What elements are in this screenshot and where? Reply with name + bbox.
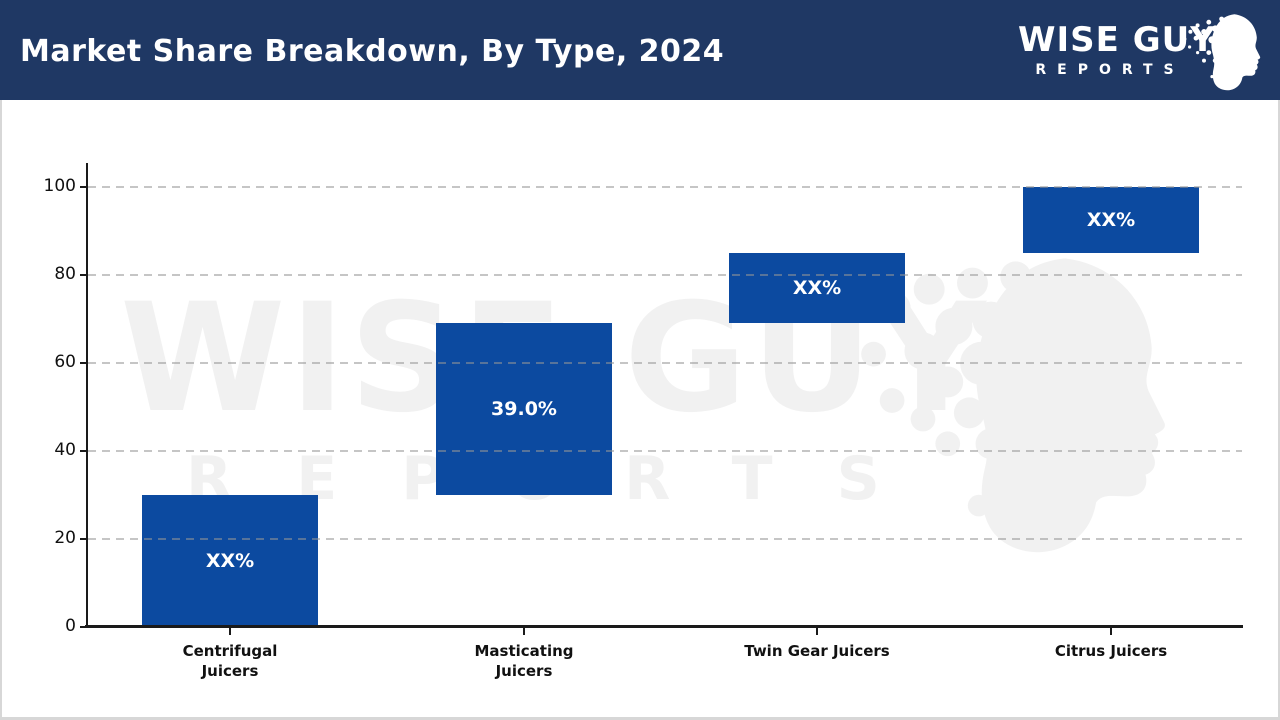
bar-2: 39.0% xyxy=(436,323,612,495)
bar-value-label: XX% xyxy=(205,550,255,572)
bar-3: XX% xyxy=(729,253,905,324)
gridline-y-40 xyxy=(88,450,1242,452)
x-tick-mark xyxy=(229,628,231,635)
y-tick-label: 0 xyxy=(65,616,76,636)
header-band: Market Share Breakdown, By Type, 2024 WI… xyxy=(0,0,1280,100)
y-tick-mark xyxy=(80,274,88,276)
y-tick-label: 80 xyxy=(54,264,76,284)
y-tick-mark xyxy=(80,186,88,188)
y-tick-label: 20 xyxy=(54,528,76,548)
x-tick-mark xyxy=(523,628,525,635)
page-title: Market Share Breakdown, By Type, 2024 xyxy=(20,34,725,69)
x-tick-mark xyxy=(816,628,818,635)
y-tick-mark xyxy=(80,362,88,364)
y-tick-label: 60 xyxy=(54,352,76,372)
gridline-y-60 xyxy=(88,362,1242,364)
plot-area: 0 20 40 60 80 100 XX% Centrifugal Juicers 39.0% M… xyxy=(0,100,1280,720)
bar-value-label: XX% xyxy=(1086,209,1136,231)
bar-4: XX% xyxy=(1023,187,1199,253)
x-category-label: Masticating Juicers xyxy=(474,642,574,680)
logo-wordmark: WISE GUY xyxy=(1018,20,1216,60)
wise-guy-logo: WISE GUY REPORTS xyxy=(1018,6,1268,96)
x-category-label: Twin Gear Juicers xyxy=(744,642,890,660)
y-axis-line xyxy=(86,163,88,628)
y-tick-mark xyxy=(80,626,88,628)
x-category-label: Citrus Juicers xyxy=(1054,642,1168,660)
page-border-right xyxy=(1278,100,1280,720)
gridline-y-80 xyxy=(88,274,1242,276)
page-border-bottom xyxy=(0,717,1280,720)
logo-subtitle: REPORTS xyxy=(1035,62,1185,78)
y-tick-label: 100 xyxy=(43,176,76,196)
x-category-label: Centrifugal Juicers xyxy=(182,642,278,680)
logo-head-icon xyxy=(1183,14,1261,91)
y-tick-label: 40 xyxy=(54,440,76,460)
page-border-left xyxy=(0,100,2,720)
bar-value-label: 39.0% xyxy=(491,398,557,421)
x-axis-line xyxy=(85,625,1243,628)
x-tick-mark xyxy=(1110,628,1112,635)
bar-1: XX% xyxy=(142,495,318,627)
y-tick-mark xyxy=(80,538,88,540)
gridline-y-100 xyxy=(88,186,1242,188)
y-tick-mark xyxy=(80,450,88,452)
gridline-y-20 xyxy=(88,538,1242,540)
logo-text: WISE GUY REPORTS xyxy=(1018,20,1216,80)
bar-value-label: XX% xyxy=(792,277,842,300)
